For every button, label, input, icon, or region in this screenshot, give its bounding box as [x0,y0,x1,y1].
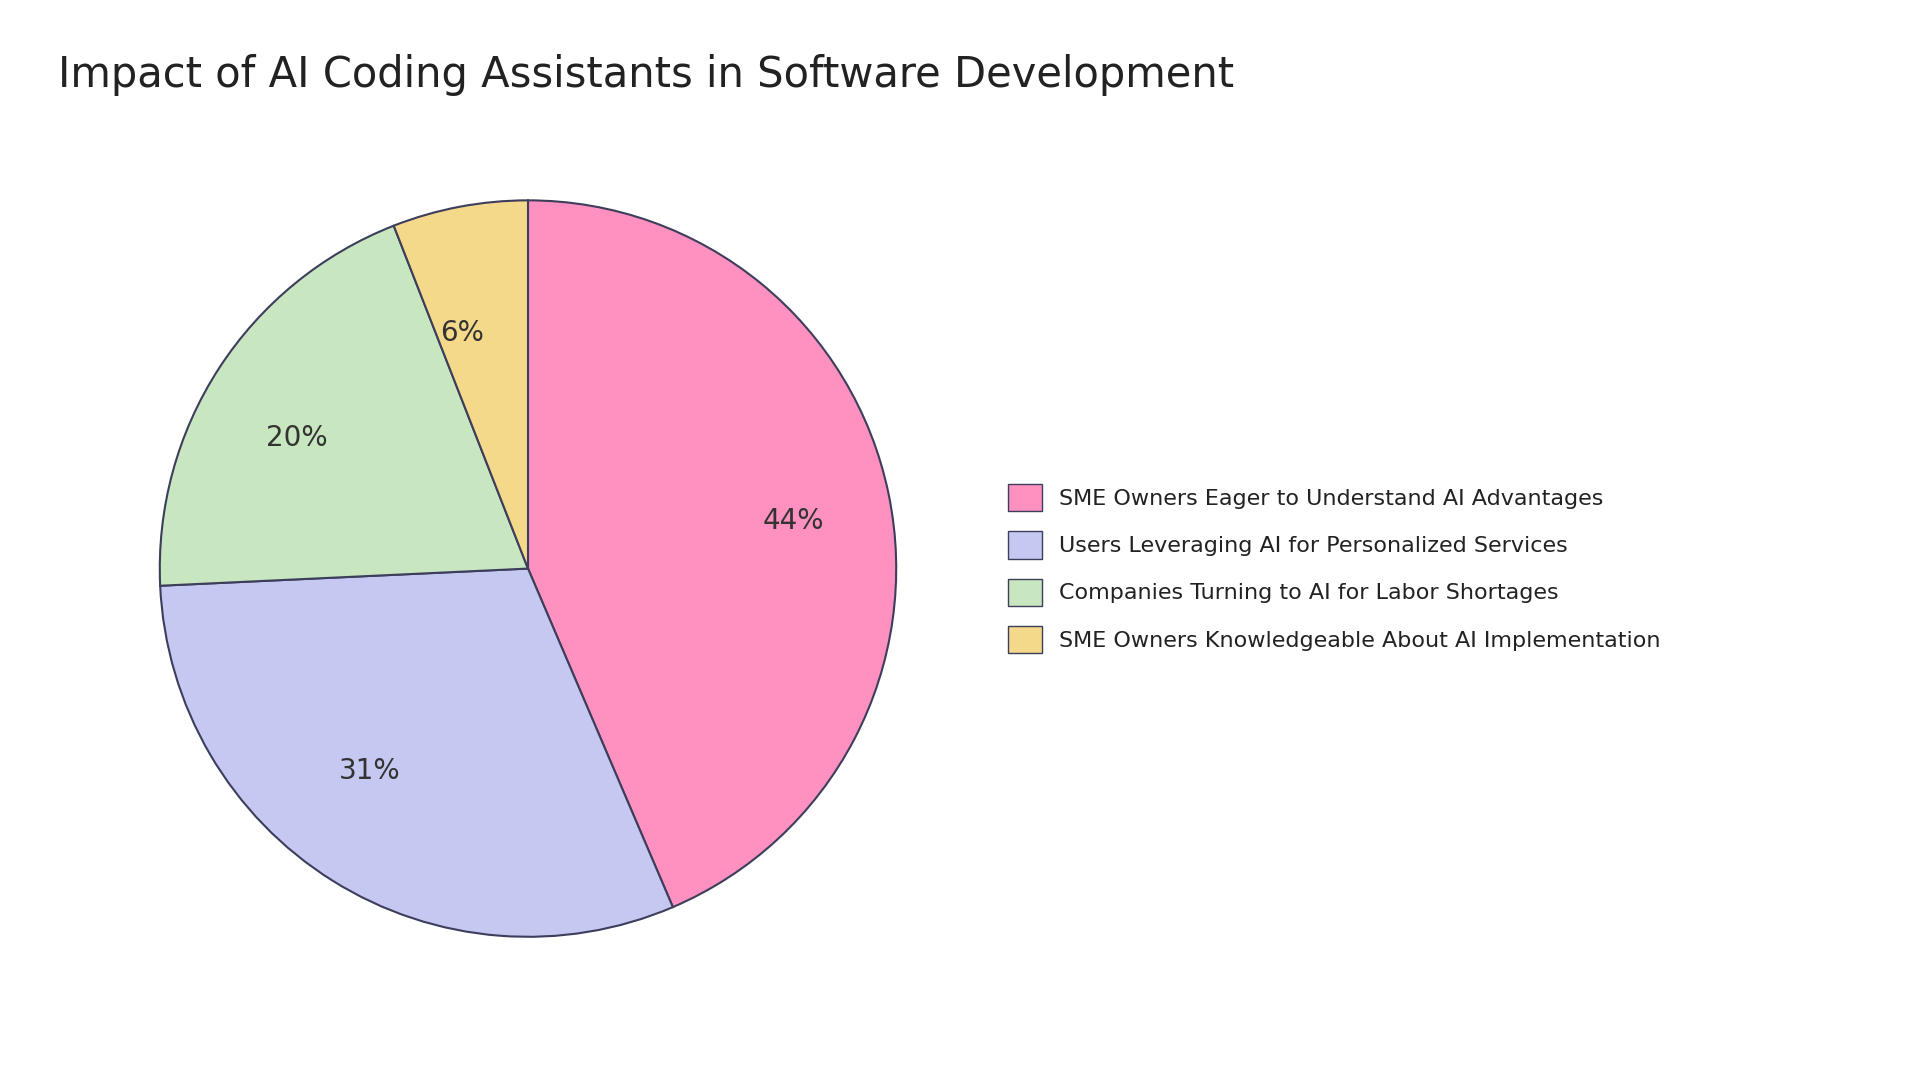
Wedge shape [159,225,528,586]
Text: 6%: 6% [440,319,484,348]
Legend: SME Owners Eager to Understand AI Advantages, Users Leveraging AI for Personaliz: SME Owners Eager to Understand AI Advant… [1000,475,1670,662]
Text: 20%: 20% [265,425,326,453]
Text: Impact of AI Coding Assistants in Software Development: Impact of AI Coding Assistants in Softwa… [58,54,1235,96]
Text: 44%: 44% [762,507,824,535]
Wedge shape [394,200,528,569]
Wedge shape [159,569,672,937]
Text: 31%: 31% [340,757,401,785]
Wedge shape [528,200,897,908]
